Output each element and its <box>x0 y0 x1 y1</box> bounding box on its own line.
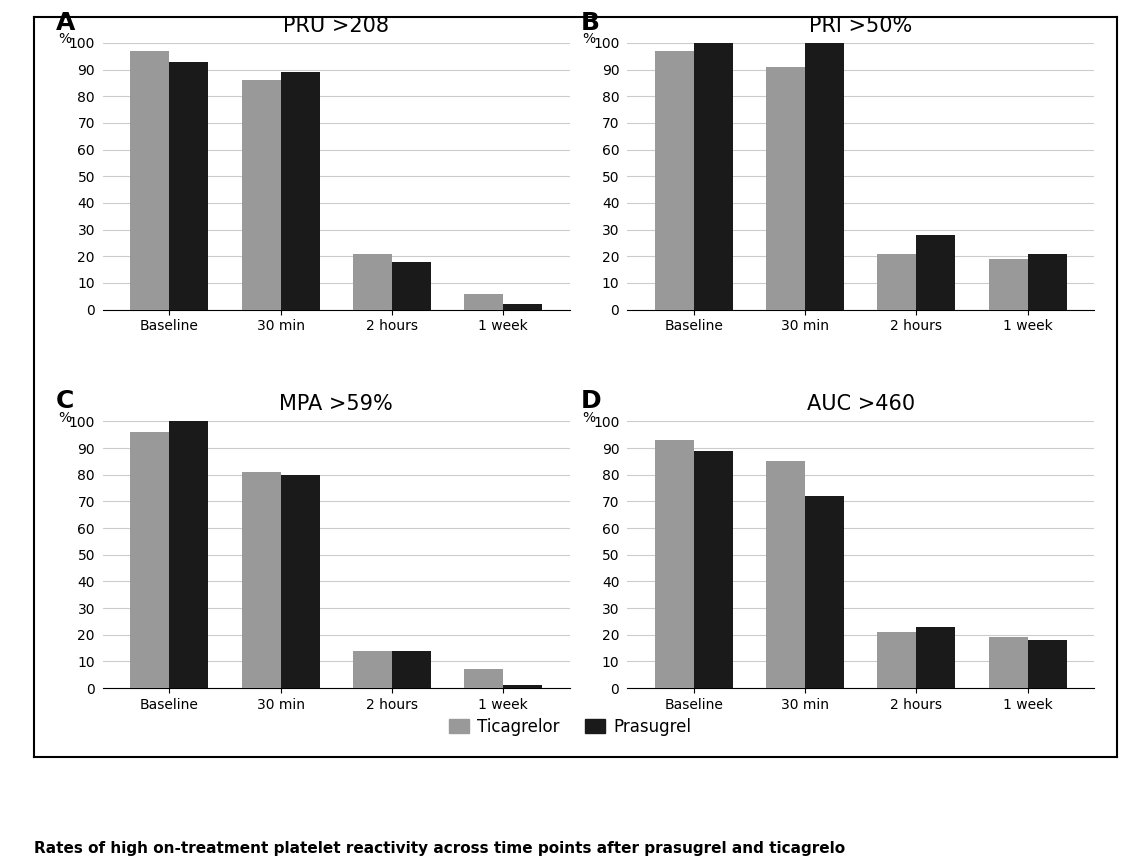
Text: D: D <box>580 390 601 414</box>
Bar <box>130 432 170 688</box>
Bar <box>988 259 1027 310</box>
Bar <box>392 651 431 688</box>
Bar <box>1027 254 1067 310</box>
Bar <box>464 293 503 310</box>
Bar <box>878 632 917 688</box>
Text: %: % <box>583 33 596 46</box>
Bar <box>805 496 844 688</box>
Text: C: C <box>56 390 74 414</box>
Bar <box>280 72 319 310</box>
Bar <box>170 62 209 310</box>
Bar <box>170 421 209 688</box>
Bar <box>805 43 844 310</box>
Legend: Ticagrelor, Prasugrel: Ticagrelor, Prasugrel <box>442 711 698 742</box>
Bar <box>353 651 392 688</box>
Text: %: % <box>58 411 72 425</box>
Bar <box>280 475 319 688</box>
Bar <box>654 440 694 688</box>
Bar <box>878 254 917 310</box>
Text: B: B <box>580 11 600 35</box>
Bar <box>392 261 431 310</box>
Bar <box>917 627 955 688</box>
Bar <box>766 461 805 688</box>
Text: A: A <box>56 11 75 35</box>
Bar <box>694 451 733 688</box>
Bar <box>503 685 543 688</box>
Title: AUC >460: AUC >460 <box>807 394 914 415</box>
Bar <box>353 254 392 310</box>
Title: MPA >59%: MPA >59% <box>279 394 393 415</box>
Bar <box>503 304 543 310</box>
Bar <box>694 43 733 310</box>
Bar <box>130 51 170 310</box>
Bar <box>766 67 805 310</box>
Title: PRI >50%: PRI >50% <box>809 15 912 36</box>
Text: %: % <box>58 33 72 46</box>
Bar <box>988 637 1027 688</box>
Bar <box>464 669 503 688</box>
Bar <box>917 235 955 310</box>
Text: Rates of high on-treatment platelet reactivity across time points after prasugre: Rates of high on-treatment platelet reac… <box>34 841 846 856</box>
Bar <box>654 51 694 310</box>
Text: %: % <box>583 411 596 425</box>
Bar <box>242 472 280 688</box>
Bar <box>242 80 280 310</box>
Bar <box>1027 640 1067 688</box>
Title: PRU >208: PRU >208 <box>284 15 389 36</box>
